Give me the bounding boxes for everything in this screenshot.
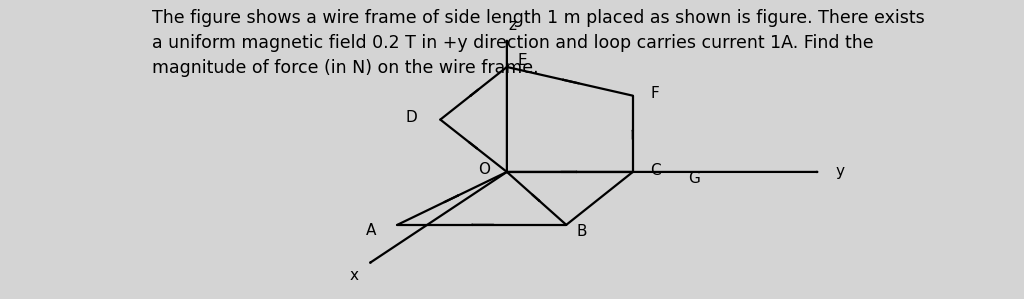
Text: F: F <box>651 86 659 101</box>
Text: D: D <box>406 110 418 125</box>
Text: z: z <box>508 19 516 33</box>
Text: A: A <box>366 223 376 238</box>
Text: The figure shows a wire frame of side length 1 m placed as shown is figure. Ther: The figure shows a wire frame of side le… <box>152 9 925 77</box>
Text: G: G <box>688 171 700 186</box>
Text: y: y <box>836 164 845 179</box>
Text: x: x <box>349 268 358 283</box>
Text: B: B <box>577 224 587 239</box>
Text: C: C <box>650 163 660 178</box>
Text: O: O <box>478 162 490 177</box>
Text: E: E <box>517 54 527 68</box>
